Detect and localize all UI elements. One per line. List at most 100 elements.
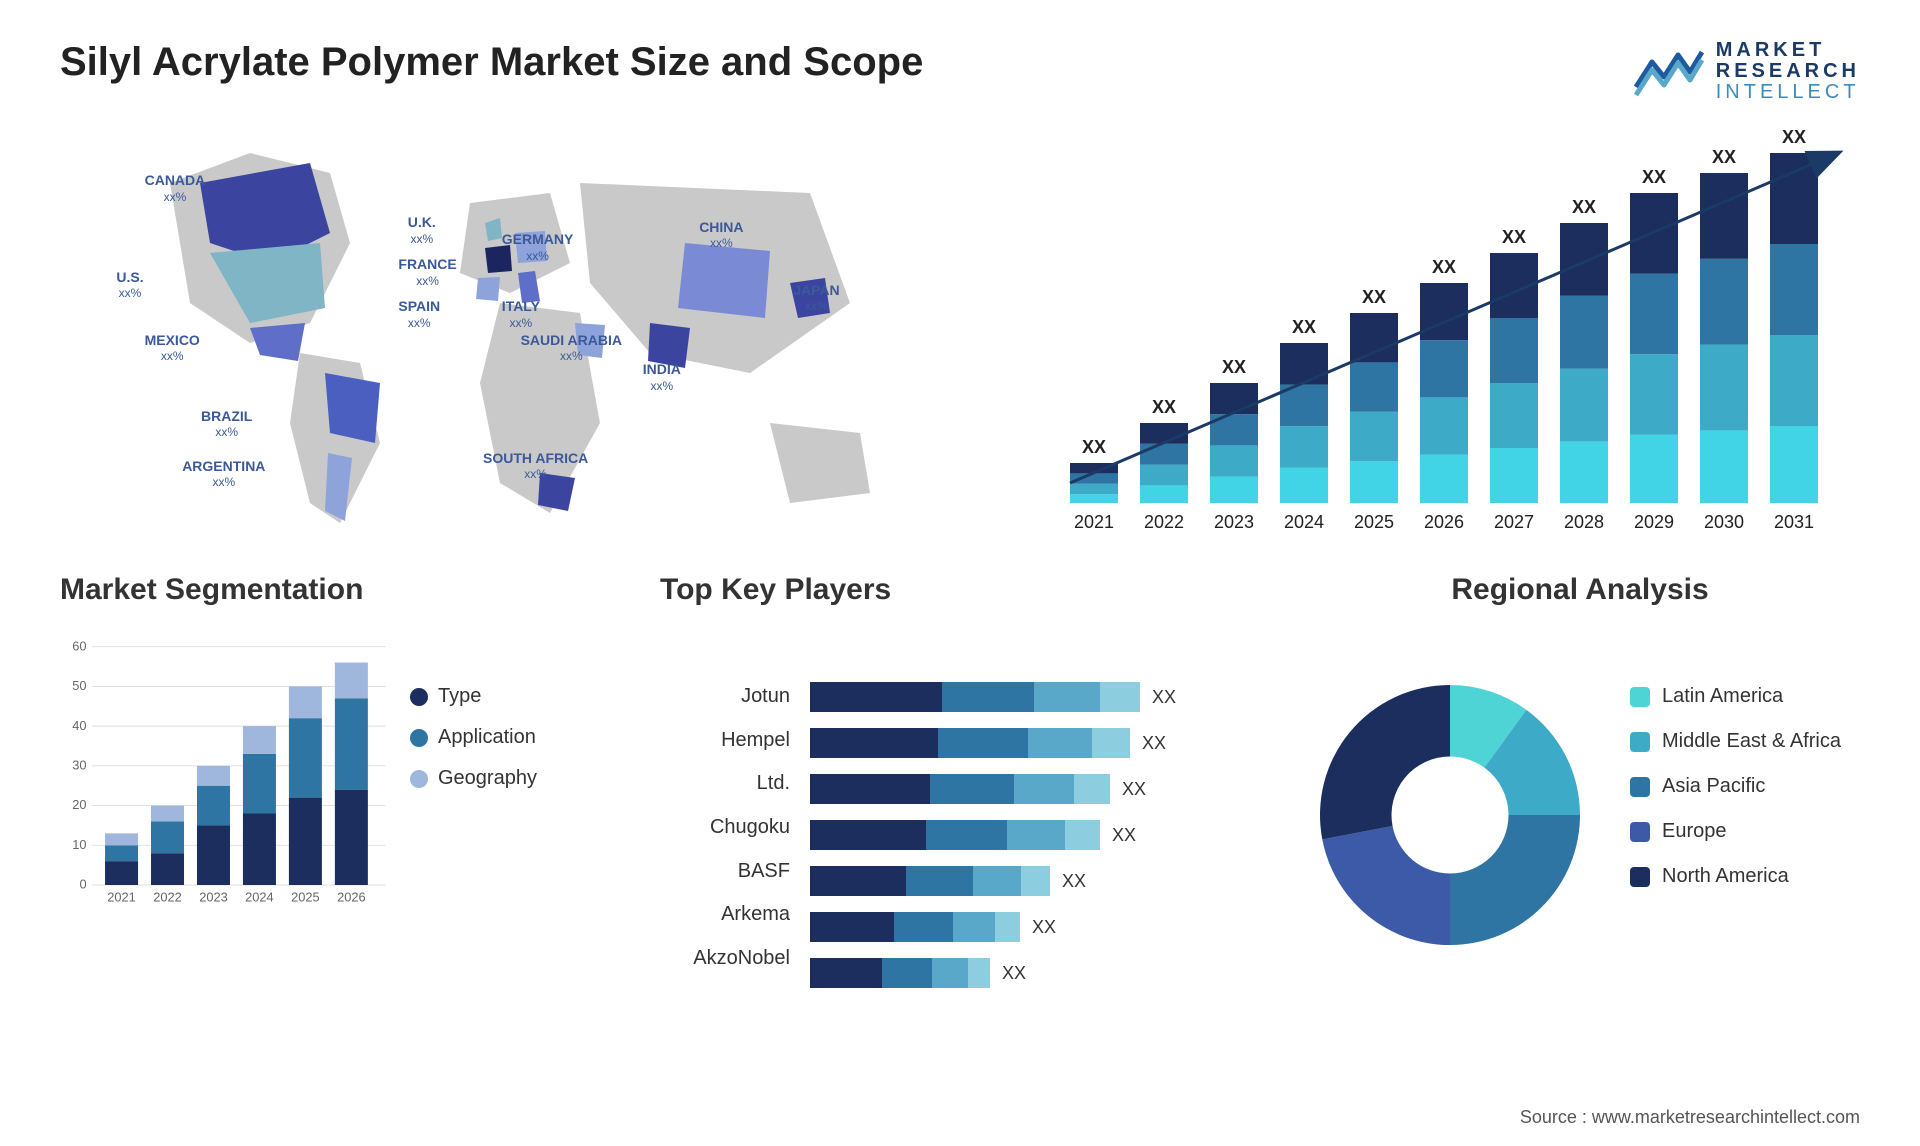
seg-bar-segment <box>289 686 322 718</box>
growth-bar-segment <box>1280 343 1328 385</box>
svg-text:2026: 2026 <box>337 890 366 905</box>
svg-text:60: 60 <box>72 638 86 653</box>
svg-text:40: 40 <box>72 718 86 733</box>
bottom-row: Market Segmentation 01020304050602021202… <box>60 573 1860 953</box>
kp-bar-segment <box>932 958 968 988</box>
kp-bar-row: XX <box>810 680 1240 714</box>
seg-bar-segment <box>197 825 230 885</box>
kp-bar-segment <box>1007 820 1065 850</box>
growth-bar-top-label: XX <box>1222 357 1246 377</box>
map-label: SAUDI ARABIAxx% <box>521 333 622 364</box>
growth-bar-year: 2026 <box>1424 512 1464 532</box>
seg-bar-segment <box>151 853 184 885</box>
kp-value-label: XX <box>1152 687 1176 708</box>
growth-bar-segment <box>1420 455 1468 503</box>
svg-text:0: 0 <box>79 877 86 892</box>
growth-bar-segment <box>1140 485 1188 503</box>
kp-label: Jotun <box>660 685 790 708</box>
source-text: Source : www.marketresearchintellect.com <box>1520 1107 1860 1128</box>
svg-text:30: 30 <box>72 758 86 773</box>
growth-bar-segment <box>1560 369 1608 442</box>
swatch-icon <box>1630 777 1650 797</box>
growth-bar-top-label: XX <box>1502 227 1526 247</box>
regional-donut-svg <box>1300 665 1600 965</box>
region-legend-item: Europe <box>1630 820 1841 843</box>
growth-bar-year: 2028 <box>1564 512 1604 532</box>
kp-value-label: XX <box>1112 825 1136 846</box>
top-row: CANADAxx%U.S.xx%MEXICOxx%BRAZILxx%ARGENT… <box>60 123 1860 543</box>
brand-logo: MARKET RESEARCH INTELLECT <box>1634 40 1860 103</box>
donut-slice <box>1450 815 1580 945</box>
regional-panel: Regional Analysis Latin AmericaMiddle Ea… <box>1300 573 1860 953</box>
page-title: Silyl Acrylate Polymer Market Size and S… <box>60 40 923 85</box>
kp-bar-row: XX <box>810 956 1240 990</box>
kp-label: AkzoNobel <box>660 947 790 970</box>
growth-bar-segment <box>1770 335 1818 426</box>
growth-bar-segment <box>1700 430 1748 503</box>
growth-bar-segment <box>1420 340 1468 397</box>
svg-text:2022: 2022 <box>153 890 182 905</box>
kp-bar-segment <box>930 774 1014 804</box>
growth-bar-segment <box>1700 173 1748 259</box>
kp-bar-segment <box>995 912 1020 942</box>
seg-bar-segment <box>105 861 138 885</box>
growth-bar-segment <box>1350 461 1398 503</box>
map-label: U.K.xx% <box>408 215 436 246</box>
seg-bar-segment <box>151 806 184 822</box>
kp-bar-segment <box>973 866 1021 896</box>
growth-bar-segment <box>1700 345 1748 431</box>
growth-bar-segment <box>1630 274 1678 355</box>
swatch-icon <box>1630 732 1650 752</box>
kp-bar-segment <box>906 866 973 896</box>
segmentation-title: Market Segmentation <box>60 573 620 607</box>
growth-bar-top-label: XX <box>1432 257 1456 277</box>
map-label: BRAZILxx% <box>201 409 252 440</box>
kp-label: Arkema <box>660 903 790 926</box>
growth-bar-top-label: XX <box>1292 317 1316 337</box>
kp-bar-segment <box>810 774 930 804</box>
kp-bar-segment <box>810 820 926 850</box>
map-label: ITALYxx% <box>502 299 540 330</box>
growth-bar-year: 2030 <box>1704 512 1744 532</box>
growth-bar-segment <box>1280 426 1328 468</box>
kp-label: Chugoku <box>660 816 790 839</box>
growth-chart-svg: XX2021XX2022XX2023XX2024XX2025XX2026XX20… <box>1040 123 1860 543</box>
header: Silyl Acrylate Polymer Market Size and S… <box>60 40 1860 103</box>
growth-bar-top-label: XX <box>1362 287 1386 307</box>
kp-bar-segment <box>1100 682 1140 712</box>
kp-bar-row: XX <box>810 726 1240 760</box>
swatch-icon <box>410 729 428 747</box>
map-label: JAPANxx% <box>793 283 839 314</box>
map-label: U.S.xx% <box>116 270 143 301</box>
kp-bar-segment <box>882 958 932 988</box>
growth-bar-segment <box>1490 448 1538 503</box>
region-legend-item: Asia Pacific <box>1630 775 1841 798</box>
seg-bar-segment <box>197 786 230 826</box>
key-players-panel: Top Key Players JotunHempelLtd.ChugokuBA… <box>660 573 1260 953</box>
seg-bar-segment <box>243 814 276 886</box>
swatch-icon <box>1630 822 1650 842</box>
kp-bar-row: XX <box>810 772 1240 806</box>
swatch-icon <box>1630 687 1650 707</box>
logo-text: MARKET RESEARCH INTELLECT <box>1716 40 1860 103</box>
swatch-icon <box>1630 867 1650 887</box>
growth-bar-segment <box>1560 223 1608 296</box>
growth-bar-top-label: XX <box>1152 397 1176 417</box>
growth-bar-top-label: XX <box>1782 127 1806 147</box>
swatch-icon <box>410 688 428 706</box>
seg-bar-segment <box>335 663 368 699</box>
growth-bar-segment <box>1630 354 1678 435</box>
map-label: MEXICOxx% <box>145 333 200 364</box>
growth-bar-top-label: XX <box>1082 437 1106 457</box>
logo-mark-icon <box>1634 47 1704 97</box>
kp-bar-segment <box>1092 728 1130 758</box>
growth-bar-segment <box>1420 283 1468 340</box>
growth-bar-segment <box>1350 362 1398 411</box>
growth-bar-year: 2024 <box>1284 512 1324 532</box>
growth-bar-segment <box>1350 412 1398 461</box>
svg-text:2024: 2024 <box>245 890 274 905</box>
growth-bar-segment <box>1630 435 1678 503</box>
kp-label: Ltd. <box>660 772 790 795</box>
segmentation-panel: Market Segmentation 01020304050602021202… <box>60 573 620 953</box>
region-legend-item: Middle East & Africa <box>1630 730 1841 753</box>
